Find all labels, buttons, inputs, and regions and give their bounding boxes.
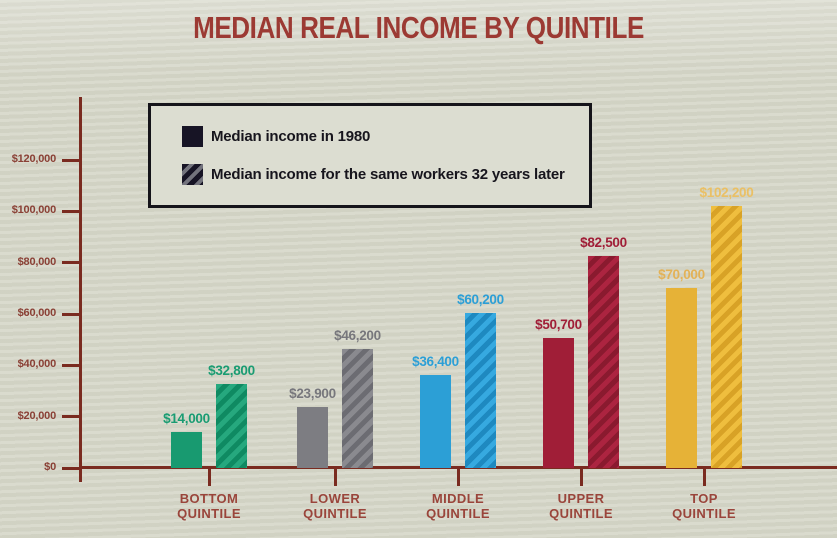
- y-tick-label: $40,000: [17, 358, 57, 371]
- bar-value-label: $70,000: [658, 267, 705, 283]
- bar-solid-upper-quintile: [543, 337, 574, 468]
- y-tick: [62, 363, 80, 367]
- y-tick-label: $20,000: [17, 409, 57, 422]
- bar-striped-middle-quintile: [465, 313, 496, 468]
- y-tick: [62, 466, 80, 470]
- x-tick: [333, 467, 337, 486]
- bar-solid-bottom-quintile: [171, 432, 202, 468]
- chart-title: MEDIAN REAL INCOME BY QUINTILE: [193, 10, 644, 45]
- legend-item-1980: Median income in 1980: [182, 126, 589, 147]
- bar-solid-middle-quintile: [420, 374, 451, 468]
- legend-swatch-solid-icon: [182, 126, 203, 147]
- category-label-top-quintile: TOP QUINTILE: [672, 491, 736, 521]
- bar-striped-top-quintile: [711, 205, 742, 468]
- y-axis-line: [78, 97, 82, 482]
- y-tick: [62, 312, 80, 316]
- category-label-upper-quintile: UPPER QUINTILE: [549, 491, 613, 521]
- bar-striped-bottom-quintile: [216, 383, 247, 468]
- bar-value-label: $23,900: [289, 385, 336, 401]
- category-label-middle-quintile: MIDDLE QUINTILE: [426, 491, 490, 521]
- bar-solid-top-quintile: [666, 288, 697, 468]
- bar-value-label: $14,000: [163, 411, 210, 427]
- y-tick-label: $120,000: [11, 153, 56, 165]
- y-tick-label: $80,000: [17, 255, 57, 268]
- bar-value-label: $102,200: [699, 184, 754, 200]
- bar-value-label: $50,700: [535, 316, 582, 332]
- x-tick: [702, 467, 706, 486]
- y-tick-label: $60,000: [17, 307, 57, 319]
- y-tick-label: $0: [44, 461, 56, 473]
- category-label-lower-quintile: LOWER QUINTILE: [303, 491, 367, 521]
- bar-striped-lower-quintile: [342, 349, 373, 468]
- category-label-bottom-quintile: BOTTOM QUINTILE: [177, 491, 241, 521]
- bar-value-label: $46,200: [334, 328, 381, 344]
- x-tick: [456, 467, 460, 486]
- legend-label: Median income for the same workers 32 ye…: [211, 166, 565, 183]
- y-tick: [62, 209, 80, 213]
- bar-solid-lower-quintile: [297, 406, 328, 468]
- y-tick: [62, 415, 80, 419]
- x-tick: [207, 467, 211, 486]
- bar-striped-upper-quintile: [588, 256, 619, 468]
- y-tick: [62, 158, 80, 162]
- bar-value-label: $36,400: [412, 353, 459, 369]
- legend-item-32-years-later: Median income for the same workers 32 ye…: [182, 164, 589, 185]
- y-tick-label: $100,000: [11, 204, 56, 217]
- legend-swatch-striped-icon: [182, 164, 203, 185]
- y-tick: [62, 261, 80, 265]
- bar-value-label: $82,500: [580, 235, 627, 251]
- bar-value-label: $32,800: [208, 362, 255, 378]
- bar-value-label: $60,200: [457, 292, 504, 308]
- x-tick: [579, 467, 583, 486]
- legend-label: Median income in 1980: [211, 128, 371, 145]
- legend: Median income in 1980 Median income for …: [148, 103, 592, 208]
